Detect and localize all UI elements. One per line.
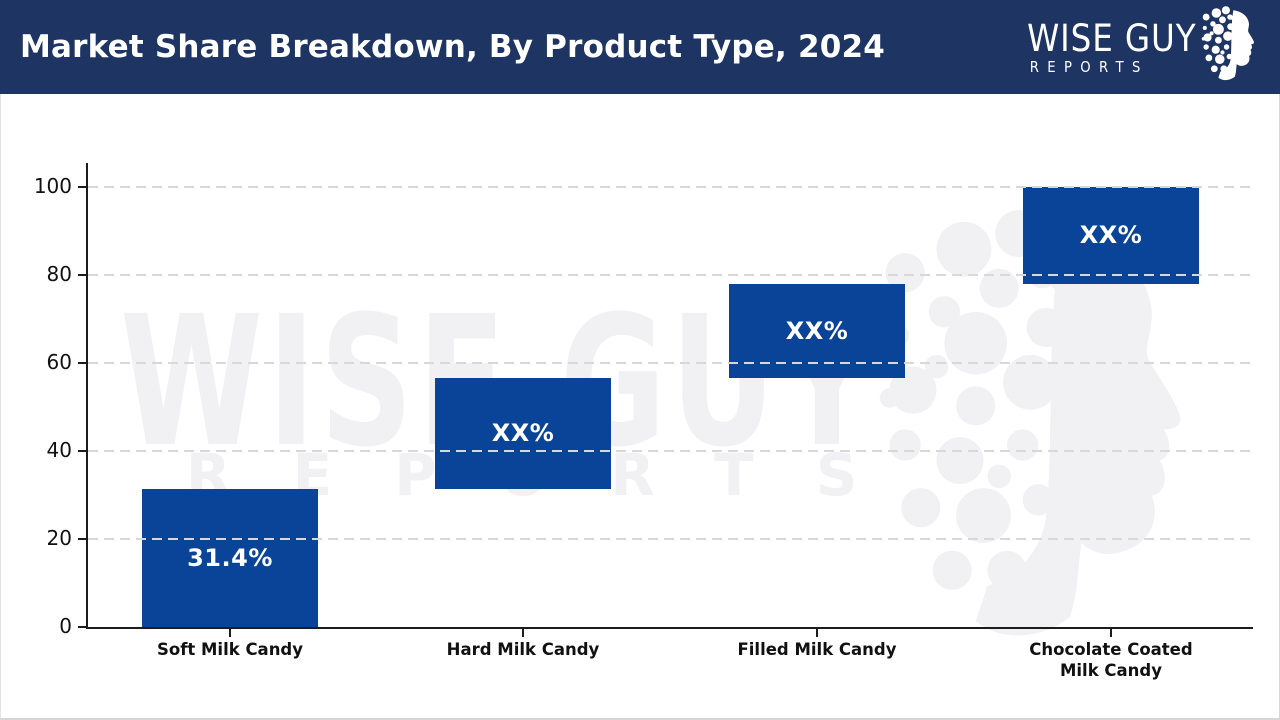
- gridline: [88, 449, 1253, 452]
- wise-guy-reports-logo: WISE GUY REPORTS: [1004, 6, 1266, 88]
- gridline: [88, 273, 1253, 276]
- logo-text: WISE GUY REPORTS: [1027, 20, 1196, 75]
- y-axis-tick: [78, 449, 86, 452]
- y-tick-label: 20: [46, 525, 72, 550]
- x-axis-tick: [522, 629, 524, 637]
- x-axis-spine: [86, 627, 1253, 629]
- bar-value-label: XX%: [1079, 221, 1143, 250]
- logo-wordmark: WISE GUY: [1026, 16, 1196, 60]
- bar: XX%: [435, 377, 611, 489]
- y-tick-label: 100: [33, 173, 72, 198]
- y-axis-spine: [86, 163, 88, 629]
- bar: XX%: [1023, 186, 1199, 284]
- x-axis-label: Filled Milk Candy: [737, 640, 897, 659]
- bar-value-label: XX%: [491, 419, 555, 448]
- x-axis-tick: [229, 629, 231, 637]
- header: Market Share Breakdown, By Product Type,…: [0, 0, 1280, 94]
- bar-value-label: XX%: [785, 316, 849, 345]
- y-tick-label: 0: [59, 614, 72, 638]
- gridline: [88, 537, 1253, 540]
- bar-value-label: 31.4%: [187, 543, 273, 572]
- y-axis-tick: [78, 537, 86, 540]
- page-title: Market Share Breakdown, By Product Type,…: [20, 29, 886, 65]
- gridline: [88, 185, 1253, 188]
- x-axis-label: Chocolate Coated Milk Candy: [1029, 640, 1193, 680]
- y-axis-tick: [78, 626, 86, 628]
- x-axis-label: Hard Milk Candy: [446, 640, 600, 659]
- x-axis-tick: [1110, 629, 1112, 637]
- y-axis-tick: [78, 273, 86, 276]
- x-axis-label: Soft Milk Candy: [156, 640, 304, 659]
- x-axis-tick: [816, 629, 818, 637]
- y-tick-label: 60: [46, 349, 72, 374]
- y-tick-label: 80: [46, 261, 72, 286]
- y-axis-tick: [78, 361, 86, 364]
- bar: 31.4%: [142, 488, 318, 627]
- y-tick-label: 40: [46, 437, 72, 462]
- logo-reports-text: REPORTS: [1029, 57, 1149, 76]
- logo-head-icon: [1201, 6, 1254, 81]
- gridline: [88, 361, 1253, 364]
- y-axis-tick: [78, 185, 86, 188]
